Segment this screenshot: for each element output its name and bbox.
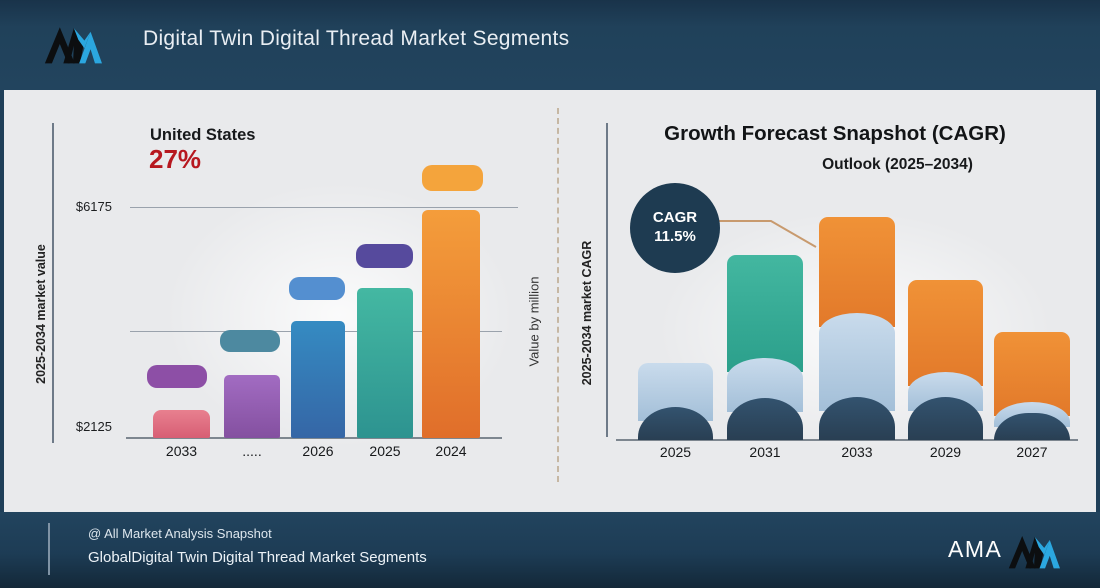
left-chart-bar-..... [224, 375, 280, 438]
left-chart-float-segment [422, 165, 483, 191]
page-title: Digital Twin Digital Thread Market Segme… [143, 27, 570, 50]
right-chart-bar-2033-orange [819, 217, 895, 327]
left-chart-x-tick-label: 2025 [369, 443, 401, 459]
left-chart-y-tick-label: $2125 [75, 419, 112, 434]
left-chart-gridline [130, 207, 518, 208]
right-chart-x-tick-label: 2027 [1016, 444, 1048, 460]
left-chart-x-tick-label: 2026 [302, 443, 334, 459]
left-chart-bar-2033 [153, 410, 210, 438]
ama-logo-icon [44, 27, 102, 64]
left-chart-y-tick-label: $6175 [75, 199, 112, 214]
cagr-badge: CAGR 11.5% [630, 183, 720, 273]
left-chart-x-tick-label: 2024 [435, 443, 467, 459]
right-chart-bar-2033-navy [819, 397, 895, 440]
right-chart-x-axis-line [616, 439, 1078, 441]
left-chart-x-tick-label: ..... [242, 443, 262, 459]
right-chart-bar-2031-teal [727, 255, 803, 372]
right-chart-title: Growth Forecast Snapshot (CAGR) [664, 122, 1006, 145]
right-chart-x-tick-label: 2025 [659, 444, 692, 460]
left-chart-right-axis-title: Value by million [526, 276, 542, 367]
left-chart-region-label: United States [150, 126, 256, 144]
header-bar: Digital Twin Digital Thread Market Segme… [0, 0, 1100, 90]
cagr-badge-label: CAGR [652, 209, 698, 227]
right-chart-x-tick-label: 2029 [929, 444, 962, 460]
left-chart-y-axis-title: 2025-2034 market value [34, 244, 48, 384]
footer-bar: @ All Market Analysis Snapshot GlobalDig… [0, 512, 1100, 588]
left-chart-bar-2024 [422, 210, 480, 438]
left-chart-float-segment [289, 277, 345, 300]
right-chart-bar-2031-navy [727, 398, 803, 440]
left-chart-float-segment [220, 330, 280, 352]
right-chart-subtitle: Outlook (2025–2034) [822, 156, 973, 173]
left-chart-bar-2025 [357, 288, 413, 438]
left-chart-x-tick-label: 2033 [165, 443, 198, 459]
left-chart-float-segment [147, 365, 207, 388]
panel-divider [557, 108, 559, 482]
right-chart-y-axis-title: 2025-2034 market CAGR [580, 240, 594, 386]
right-chart-bar-2029-orange [908, 280, 983, 386]
left-chart-y-axis-line [52, 123, 54, 443]
right-chart-x-tick-label: 2033 [841, 444, 873, 460]
ama-logo-icon [1008, 536, 1060, 569]
left-chart-x-axis-line [126, 437, 502, 439]
footer-brand-text: AMA [948, 536, 1003, 562]
left-chart-bar-2026 [291, 321, 345, 438]
footer-note: @ All Market Analysis Snapshot [88, 526, 272, 541]
footer-report-title: GlobalDigital Twin Digital Thread Market… [88, 549, 427, 566]
footer-divider-line [48, 523, 50, 575]
left-chart-region-value: 27% [149, 144, 202, 174]
cagr-badge-value: 11.5% [654, 228, 696, 245]
right-chart-x-tick-label: 2031 [749, 444, 781, 460]
right-chart-bar-2033-lightblue [819, 313, 895, 411]
left-chart-float-segment [356, 244, 413, 268]
right-chart-bar-2029-navy [908, 397, 983, 440]
right-chart-y-axis-line [606, 123, 608, 437]
